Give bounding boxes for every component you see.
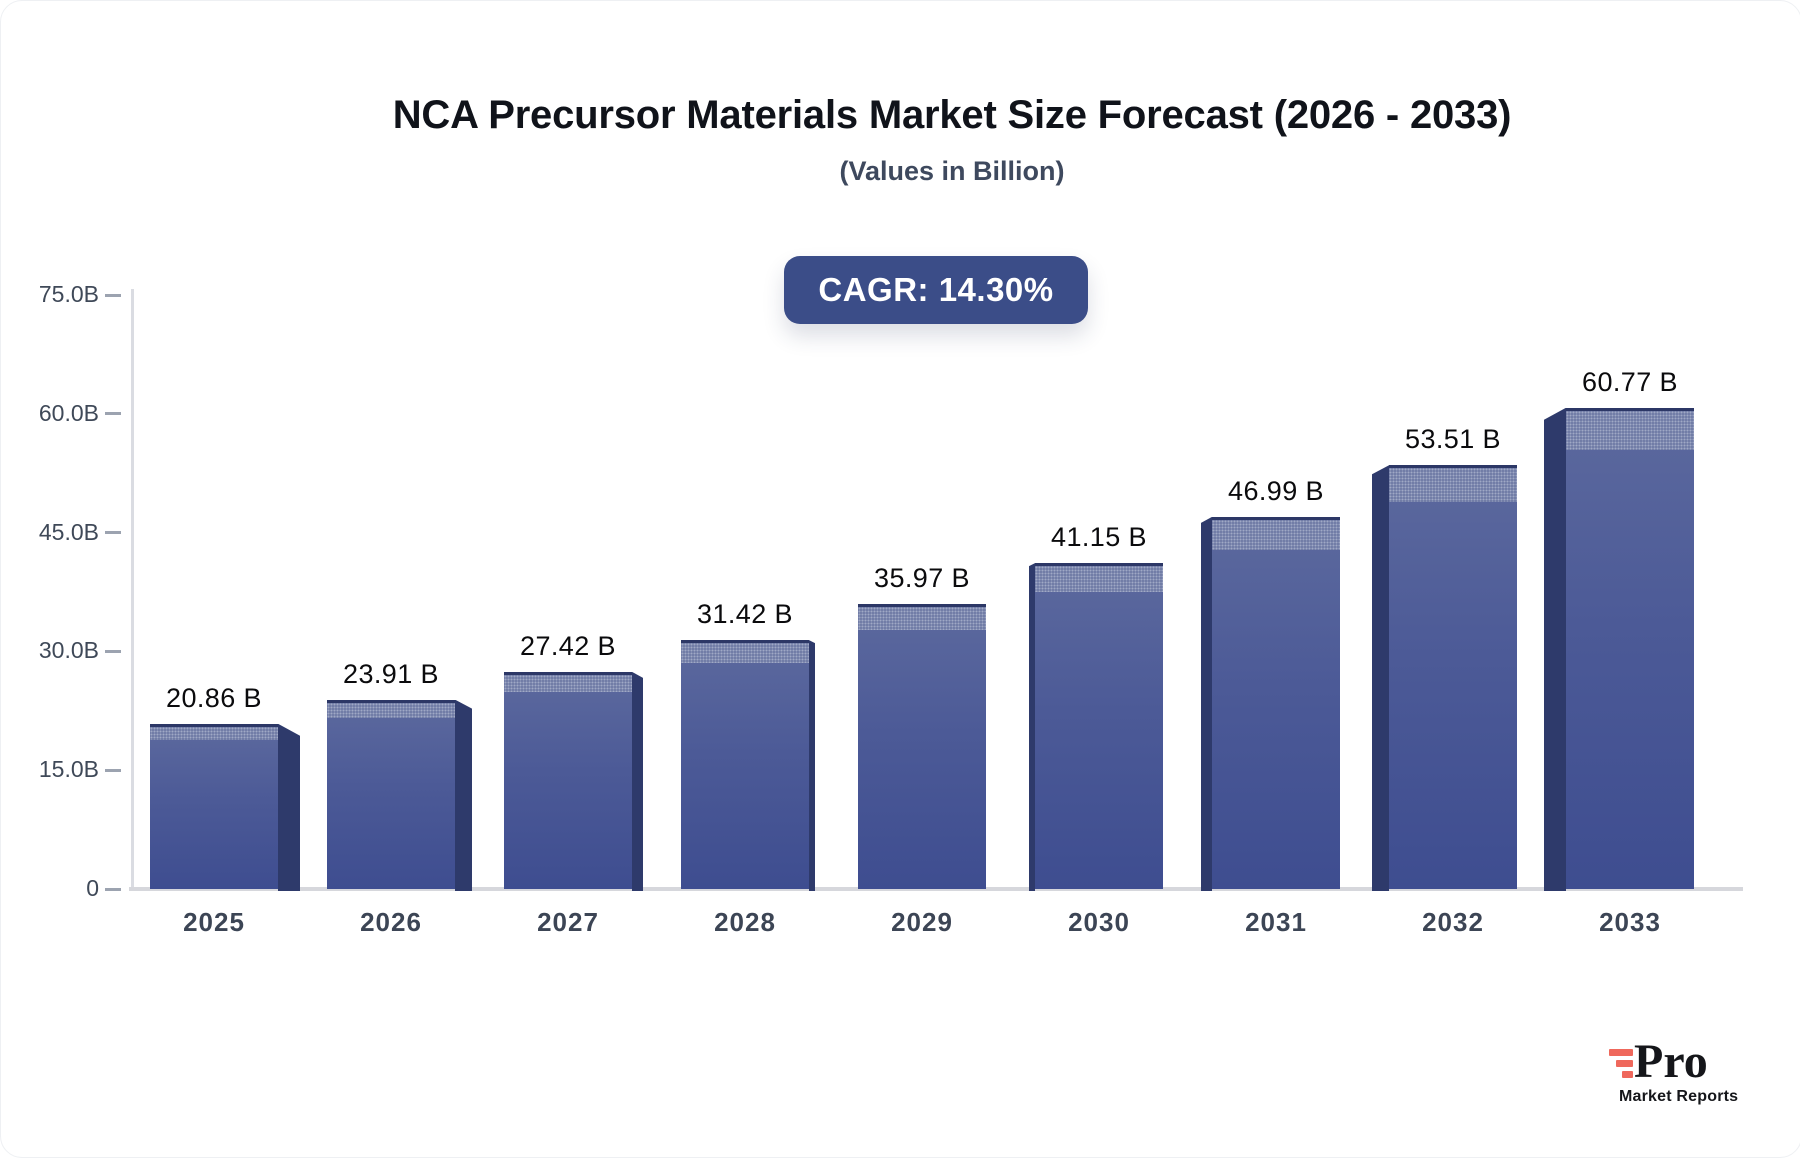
bar-2030 bbox=[1035, 563, 1163, 889]
chart-header: NCA Precursor Materials Market Size Fore… bbox=[129, 1, 1775, 187]
bar-2029 bbox=[858, 604, 986, 889]
bar-value-label: 20.86 B bbox=[166, 682, 262, 713]
y-tick-label: 45.0B bbox=[38, 518, 99, 545]
bar-top-face bbox=[681, 643, 809, 664]
bar-side-face bbox=[809, 640, 815, 891]
bar-top-face bbox=[504, 674, 632, 692]
x-axis-label-2026: 2026 bbox=[360, 907, 422, 937]
bar-2031 bbox=[1212, 516, 1340, 889]
bar-top-face bbox=[1389, 468, 1517, 503]
bar-2032 bbox=[1389, 465, 1517, 889]
bar-side-face bbox=[455, 699, 472, 891]
y-tick-mark bbox=[105, 649, 121, 653]
x-axis-label-2031: 2031 bbox=[1245, 907, 1307, 937]
bar-2025 bbox=[150, 723, 278, 889]
bar-top-face bbox=[1566, 410, 1694, 450]
bar-value-label: 35.97 B bbox=[874, 563, 970, 594]
x-axis-label-2030: 2030 bbox=[1068, 907, 1130, 937]
x-axis-label-2033: 2033 bbox=[1599, 907, 1661, 937]
y-tick-mark bbox=[105, 531, 121, 535]
bar-value-label: 23.91 B bbox=[343, 658, 439, 689]
x-axis-label-2032: 2032 bbox=[1422, 907, 1484, 937]
bar-2028 bbox=[681, 640, 809, 889]
bar-top-face bbox=[858, 607, 986, 631]
y-tick-mark bbox=[105, 293, 121, 297]
bar-value-label: 41.15 B bbox=[1051, 522, 1147, 553]
chart-subtitle: (Values in Billion) bbox=[839, 156, 1065, 186]
y-tick-label: 75.0B bbox=[38, 281, 99, 307]
y-tick-mark bbox=[105, 887, 121, 891]
logo-row: Pro bbox=[1607, 1035, 1738, 1088]
x-axis-label-2025: 2025 bbox=[183, 907, 245, 937]
logo-tagline-text: Market Reports bbox=[1619, 1087, 1739, 1105]
bar-value-label: 27.42 B bbox=[520, 630, 616, 661]
bar-side-face bbox=[632, 671, 643, 891]
y-tick-label: 15.0B bbox=[38, 756, 99, 783]
y-tick-label: 60.0B bbox=[38, 399, 99, 426]
x-axis-label-2029: 2029 bbox=[891, 907, 953, 937]
bar-value-label: 31.42 B bbox=[697, 599, 793, 630]
bar-value-label: 60.77 B bbox=[1582, 366, 1678, 397]
bar-top-face bbox=[1035, 566, 1163, 593]
chart-title: NCA Precursor Materials Market Size Fore… bbox=[392, 93, 1512, 137]
bar-2027 bbox=[504, 671, 632, 889]
y-axis-line bbox=[131, 289, 134, 889]
bar-2033 bbox=[1566, 407, 1694, 889]
brand-logo: Pro Market Reports bbox=[1607, 1035, 1739, 1106]
logo-brand-text: Pro bbox=[1634, 1035, 1708, 1088]
x-axis-baseline bbox=[129, 887, 1743, 891]
bar-value-label: 46.99 B bbox=[1228, 475, 1324, 506]
bar-top-face bbox=[327, 702, 455, 718]
bar-side-face bbox=[278, 723, 300, 891]
bar-side-face bbox=[1201, 516, 1212, 891]
bar-top-face bbox=[1212, 519, 1340, 550]
bar-top-face bbox=[150, 726, 278, 740]
bar-side-face bbox=[1544, 407, 1566, 891]
x-axis-label-2027: 2027 bbox=[537, 907, 599, 937]
x-axis-label-2028: 2028 bbox=[714, 907, 776, 937]
y-tick-label: 0 bbox=[86, 875, 99, 901]
logo-speed-bars-icon bbox=[1607, 1049, 1633, 1082]
y-tick-mark bbox=[105, 768, 121, 772]
y-tick-label: 30.0B bbox=[38, 637, 99, 664]
bar-2026 bbox=[327, 699, 455, 889]
y-tick-mark bbox=[105, 412, 121, 416]
bar-side-face bbox=[1372, 465, 1389, 891]
bar-value-label: 53.51 B bbox=[1405, 424, 1501, 455]
bar-side-face bbox=[1029, 563, 1035, 891]
